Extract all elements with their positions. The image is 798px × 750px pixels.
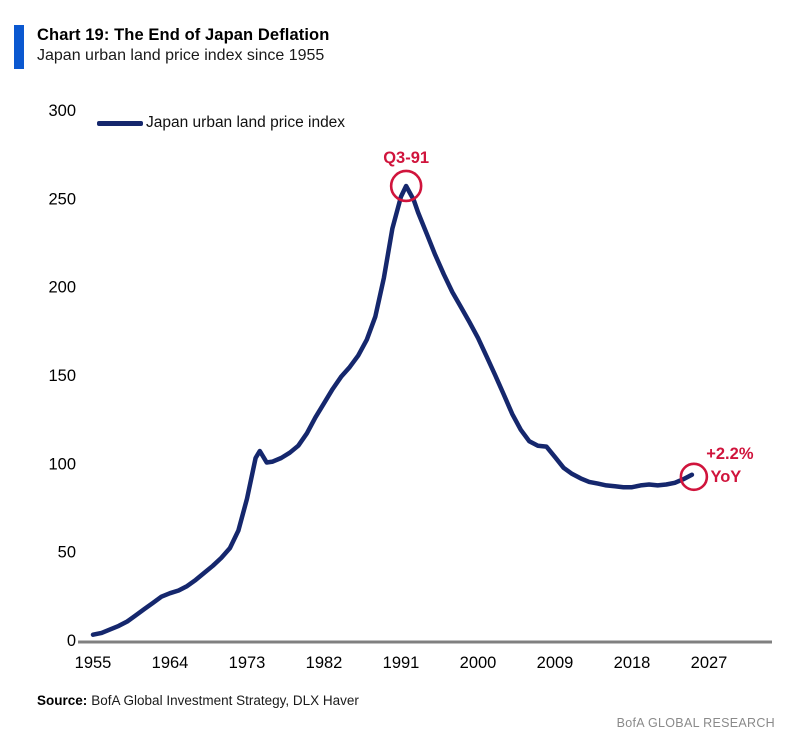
latest-label-line1: +2.2% <box>706 445 754 463</box>
latest-circle-annotation <box>679 462 709 492</box>
latest-label-line2: YoY <box>710 468 741 486</box>
x-axis-tick-label: 2027 <box>691 654 728 672</box>
y-axis-tick-label: 150 <box>48 367 76 385</box>
x-axis-tick-label: 2000 <box>460 654 497 672</box>
x-axis-tick-label: 1991 <box>383 654 420 672</box>
x-axis-tick-label: 1982 <box>306 654 343 672</box>
chart-subtitle: Japan urban land price index since 1955 <box>37 47 325 64</box>
line-chart: 0 50 100 150 200 250 300 1955 1964 1973 1982 1991 20… <box>48 102 772 672</box>
x-axis-tick-label: 1964 <box>152 654 189 672</box>
x-axis-tick-label: 1955 <box>75 654 112 672</box>
peak-label: Q3-91 <box>383 149 429 167</box>
y-axis-tick-label: 50 <box>58 544 76 562</box>
legend-label: Japan urban land price index <box>146 114 346 131</box>
x-axis-tick-label: 1973 <box>229 654 266 672</box>
legend-line-swatch <box>97 120 143 126</box>
brand-mark: BofA GLOBAL RESEARCH <box>616 716 775 730</box>
source-label: Source: <box>37 693 88 708</box>
chart-title: Chart 19: The End of Japan Deflation <box>37 26 330 44</box>
source-text: BofA Global Investment Strategy, DLX Hav… <box>91 693 359 708</box>
peak-circle-annotation <box>389 169 423 203</box>
chart-legend: Japan urban land price index <box>97 114 345 132</box>
y-axis-tick-label: 200 <box>48 279 76 297</box>
accent-bar <box>14 25 24 69</box>
y-axis-tick-label: 300 <box>48 102 76 120</box>
y-axis-tick-label: 0 <box>67 632 76 650</box>
x-axis-tick-label: 2009 <box>537 654 574 672</box>
price-line <box>90 183 695 637</box>
y-axis-tick-label: 100 <box>48 455 76 473</box>
source-note: Source: BofA Global Investment Strategy, … <box>37 693 359 708</box>
y-axis-tick-label: 250 <box>48 190 76 208</box>
x-axis-tick-label: 2018 <box>614 654 651 672</box>
